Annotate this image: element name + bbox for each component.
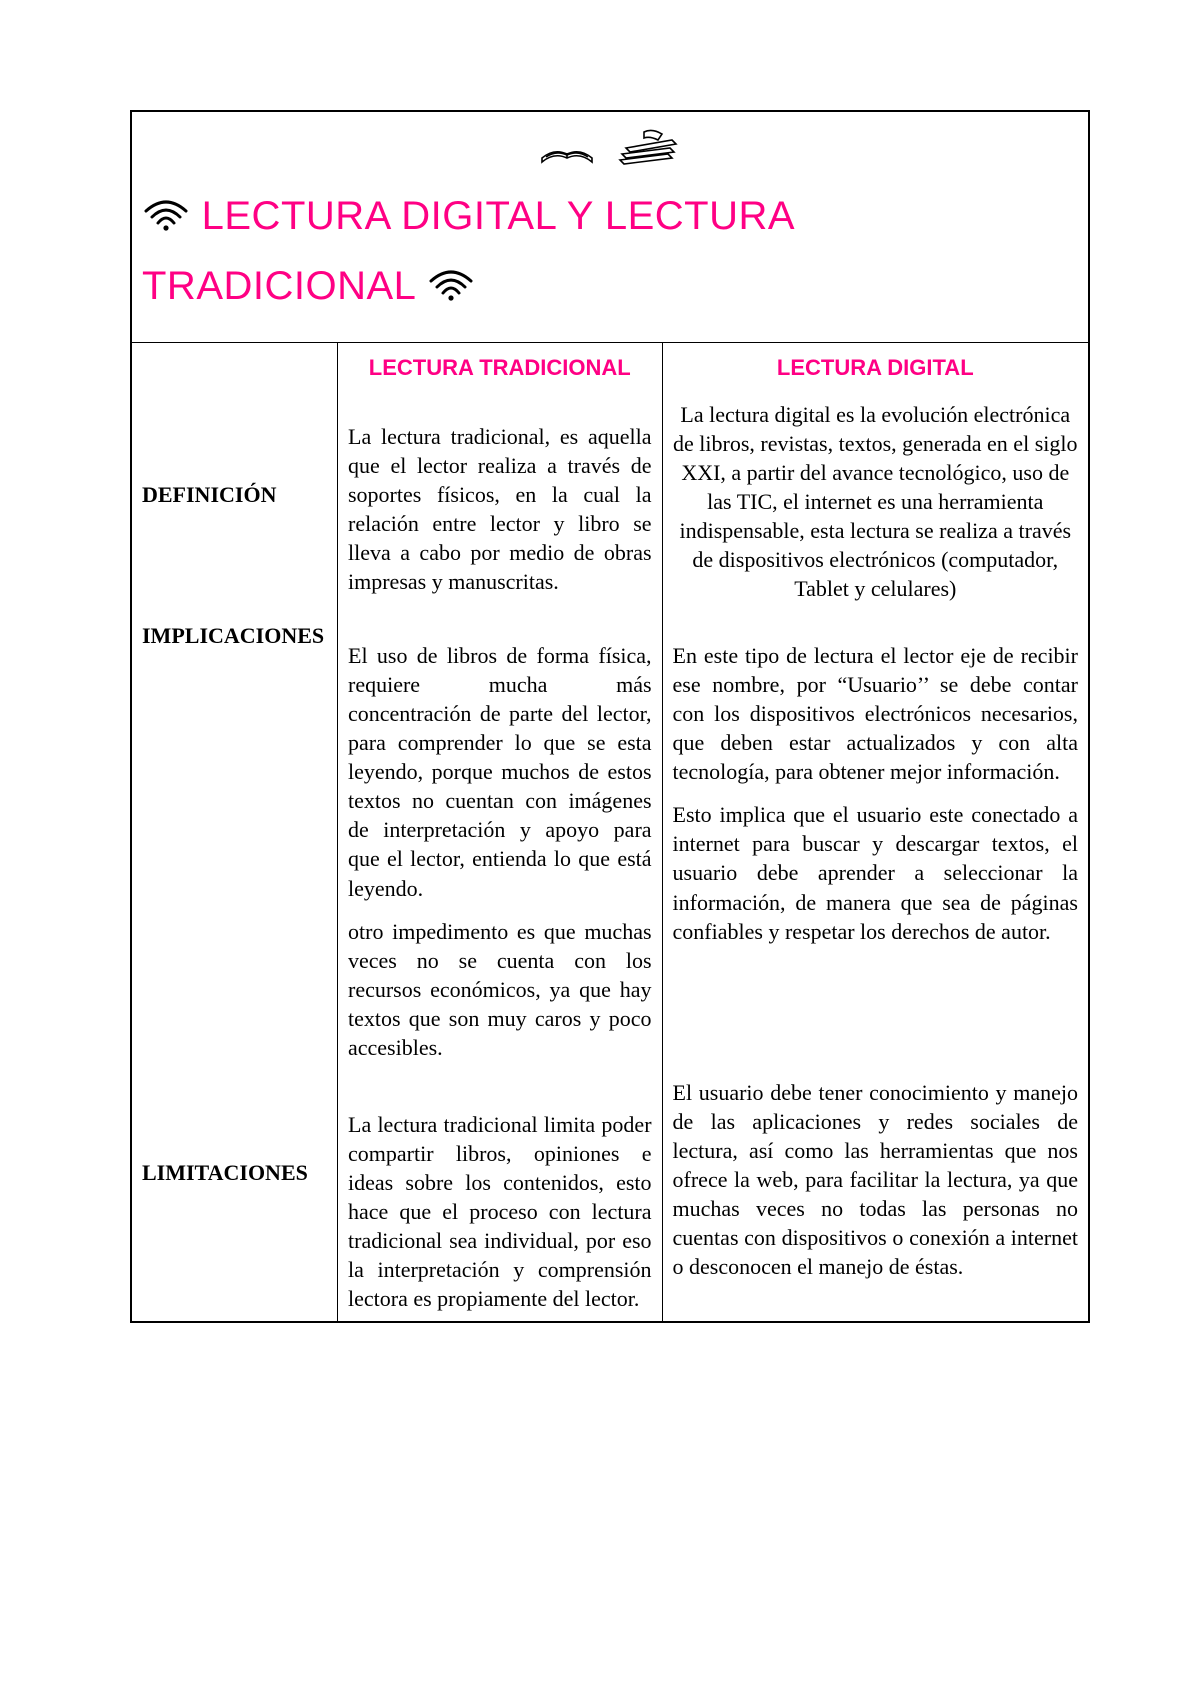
cell-limitaciones-digital: El usuario debe tener conocimiento y man… [662, 1070, 1088, 1321]
header-icons-row [132, 112, 1088, 174]
header-tradicional: LECTURA TRADICIONAL [338, 343, 663, 393]
row-label-definicion: DEFINICIÓN [132, 392, 338, 611]
open-book-icon [532, 139, 606, 156]
table-row: DEFINICIÓN La lectura tradicional, es aq… [132, 392, 1088, 611]
header-digital: LECTURA DIGITAL [662, 343, 1088, 393]
cell-definicion-tradicional: La lectura tradicional, es aquella que e… [338, 392, 663, 611]
paragraph: Esto implica que el usuario este conecta… [673, 800, 1078, 945]
content-frame: LECTURA DIGITAL Y LECTURA TRADICIONAL [130, 110, 1090, 1323]
paragraph: La lectura tradicional limita poder comp… [348, 1110, 652, 1313]
stacked-books-icon [606, 139, 688, 156]
title-line-1: LECTURA DIGITAL Y LECTURA [202, 194, 795, 238]
table-row: LIMITACIONES La lectura tradicional limi… [132, 1070, 1088, 1321]
paragraph: La lectura tradicional, es aquella que e… [348, 422, 652, 596]
wifi-icon [427, 270, 475, 314]
cell-implicaciones-tradicional: El uso de libros de forma física, requie… [338, 611, 663, 1069]
row-label-implicaciones: IMPLICACIONES [132, 611, 338, 1069]
document-page: LECTURA DIGITAL Y LECTURA TRADICIONAL [0, 0, 1200, 1698]
row-label-limitaciones: LIMITACIONES [132, 1070, 338, 1321]
table-header-row: LECTURA TRADICIONAL LECTURA DIGITAL [132, 343, 1088, 393]
paragraph: otro impedimento es que muchas veces no … [348, 917, 652, 1062]
title-line-2: TRADICIONAL [142, 264, 415, 308]
wifi-icon [142, 200, 202, 244]
page-title: LECTURA DIGITAL Y LECTURA TRADICIONAL [132, 174, 1088, 342]
paragraph: La lectura digital es la evolución elect… [673, 400, 1078, 603]
paragraph: El usuario debe tener conocimiento y man… [673, 1078, 1078, 1281]
cell-implicaciones-digital: En este tipo de lectura el lector eje de… [662, 611, 1088, 1069]
paragraph: En este tipo de lectura el lector eje de… [673, 641, 1078, 786]
header-blank [132, 343, 338, 393]
paragraph: El uso de libros de forma física, requie… [348, 641, 652, 902]
comparison-table: LECTURA TRADICIONAL LECTURA DIGITAL DEFI… [132, 342, 1088, 1321]
table-row: IMPLICACIONES El uso de libros de forma … [132, 611, 1088, 1069]
cell-limitaciones-tradicional: La lectura tradicional limita poder comp… [338, 1070, 663, 1321]
cell-definicion-digital: La lectura digital es la evolución elect… [662, 392, 1088, 611]
